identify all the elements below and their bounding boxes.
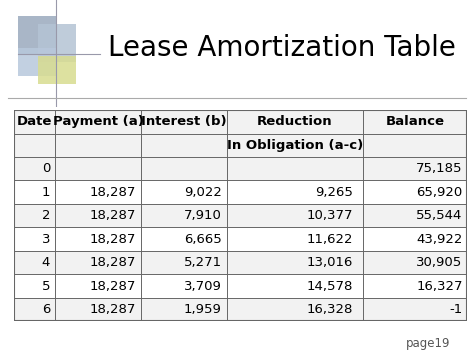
Text: 18,287: 18,287 [90,233,136,246]
Text: 9,265: 9,265 [315,186,353,199]
Text: Reduction: Reduction [257,115,333,128]
Bar [14,157,467,180]
Bar [14,251,467,274]
Bar [14,228,467,251]
Bar [14,180,467,204]
Text: 13,016: 13,016 [307,256,353,269]
Text: 6,665: 6,665 [184,233,222,246]
Text: 55,544: 55,544 [416,209,463,222]
Bar [18,16,56,54]
Bar [14,298,467,321]
Text: page19: page19 [406,337,450,350]
Text: 9,022: 9,022 [184,186,222,199]
Bar [38,56,76,84]
Text: 1: 1 [42,186,50,199]
Bar [14,110,467,133]
Text: 7,910: 7,910 [184,209,222,222]
Text: 11,622: 11,622 [307,233,353,246]
Bar [18,48,56,76]
Text: 65,920: 65,920 [417,186,463,199]
Text: Interest (b): Interest (b) [141,115,227,128]
Bar [14,274,467,298]
Text: 18,287: 18,287 [90,209,136,222]
Text: 3,709: 3,709 [184,280,222,293]
Text: 16,327: 16,327 [416,280,463,293]
Text: 6: 6 [42,303,50,316]
Text: -1: -1 [449,303,463,316]
Bar [14,204,467,228]
Text: 16,328: 16,328 [307,303,353,316]
Text: Lease Amortization Table: Lease Amortization Table [108,34,456,62]
Text: 1,959: 1,959 [184,303,222,316]
Text: 18,287: 18,287 [90,303,136,316]
Text: Balance: Balance [385,115,444,128]
Text: Date: Date [17,115,52,128]
Text: 2: 2 [42,209,50,222]
Text: 3: 3 [42,233,50,246]
Text: 10,377: 10,377 [307,209,353,222]
Bar [14,133,467,157]
Text: 18,287: 18,287 [90,186,136,199]
Text: Payment (a): Payment (a) [53,115,144,128]
Text: 75,185: 75,185 [416,162,463,175]
Text: In Obligation (a-c): In Obligation (a-c) [227,139,363,152]
Text: 18,287: 18,287 [90,280,136,293]
Text: 30,905: 30,905 [417,256,463,269]
Text: 4: 4 [42,256,50,269]
Text: 5: 5 [42,280,50,293]
Text: 43,922: 43,922 [416,233,463,246]
Text: 14,578: 14,578 [307,280,353,293]
Text: 18,287: 18,287 [90,256,136,269]
Bar [38,24,76,62]
Text: 0: 0 [42,162,50,175]
Text: 5,271: 5,271 [184,256,222,269]
